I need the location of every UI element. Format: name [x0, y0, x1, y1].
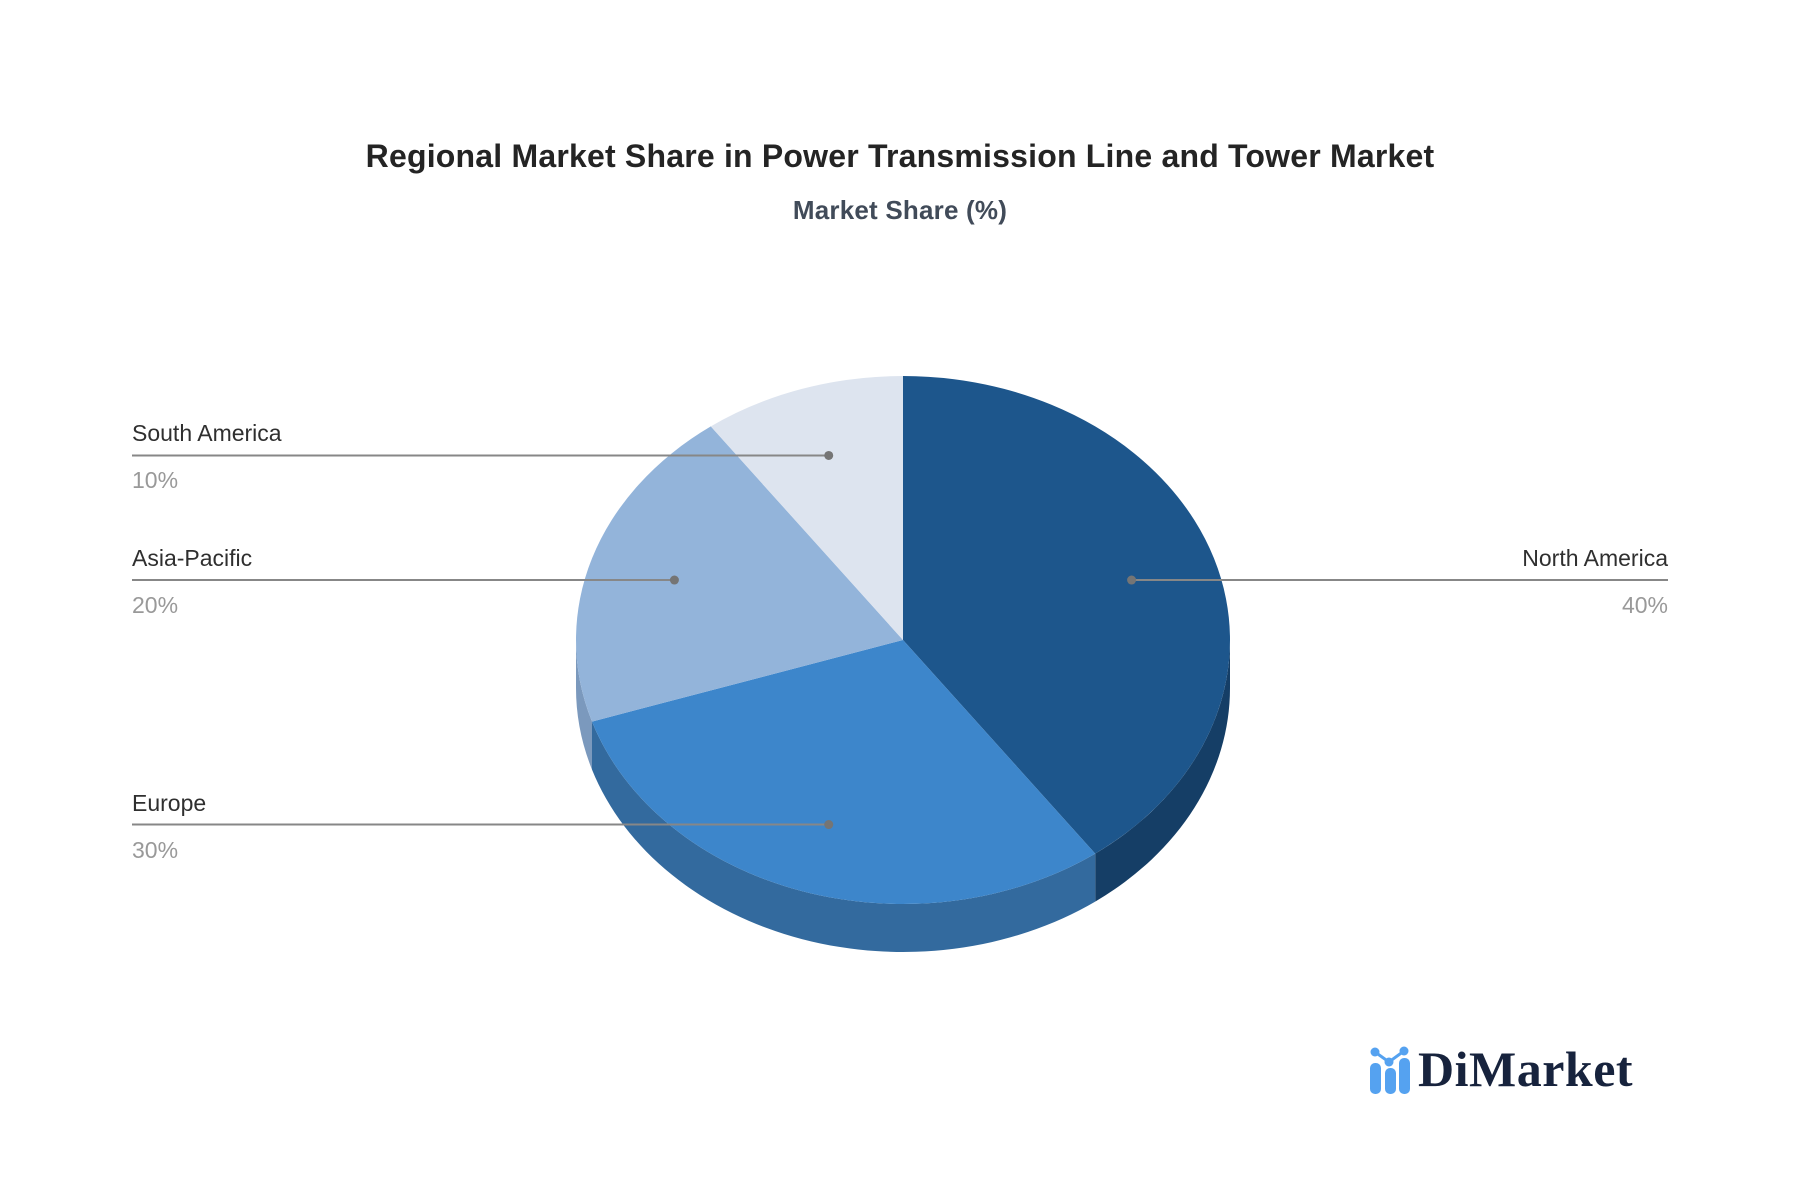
logo: DiMarket: [1368, 1040, 1658, 1100]
slice-label-asia-pacific: Asia-Pacific: [132, 545, 253, 572]
leader-dot-north-america: [1127, 575, 1137, 585]
pie-slice-side-asia-pacific: [576, 640, 593, 770]
pie-slice-side-europe: [592, 721, 1096, 952]
leader-dot-asia-pacific: [669, 575, 679, 585]
slice-value-north-america: 40%: [1621, 592, 1668, 619]
pie-slice-asia-pacific[interactable]: [575, 426, 903, 722]
chart-subtitle: Market Share (%): [792, 195, 1008, 225]
logo-text: DiMarket: [1418, 1041, 1634, 1097]
leader-dot-south-america: [824, 450, 834, 460]
slice-value-asia-pacific: 20%: [132, 592, 179, 619]
pie-slice-side-north-america: [1095, 640, 1230, 902]
slice-label-europe: Europe: [132, 789, 207, 816]
slice-label-south-america: South America: [132, 420, 282, 447]
slice-label-north-america: North America: [1522, 545, 1668, 572]
chart-title: Regional Market Share in Power Transmiss…: [365, 138, 1435, 174]
slice-value-europe: 30%: [132, 836, 179, 863]
pie-slice-europe[interactable]: [592, 640, 1096, 905]
pie-slice-north-america[interactable]: [903, 376, 1231, 854]
slice-value-south-america: 10%: [132, 467, 179, 494]
leader-dot-europe: [824, 820, 834, 830]
bar-line-chart-icon: [1370, 1046, 1410, 1094]
pie-slice-south-america[interactable]: [710, 376, 903, 640]
